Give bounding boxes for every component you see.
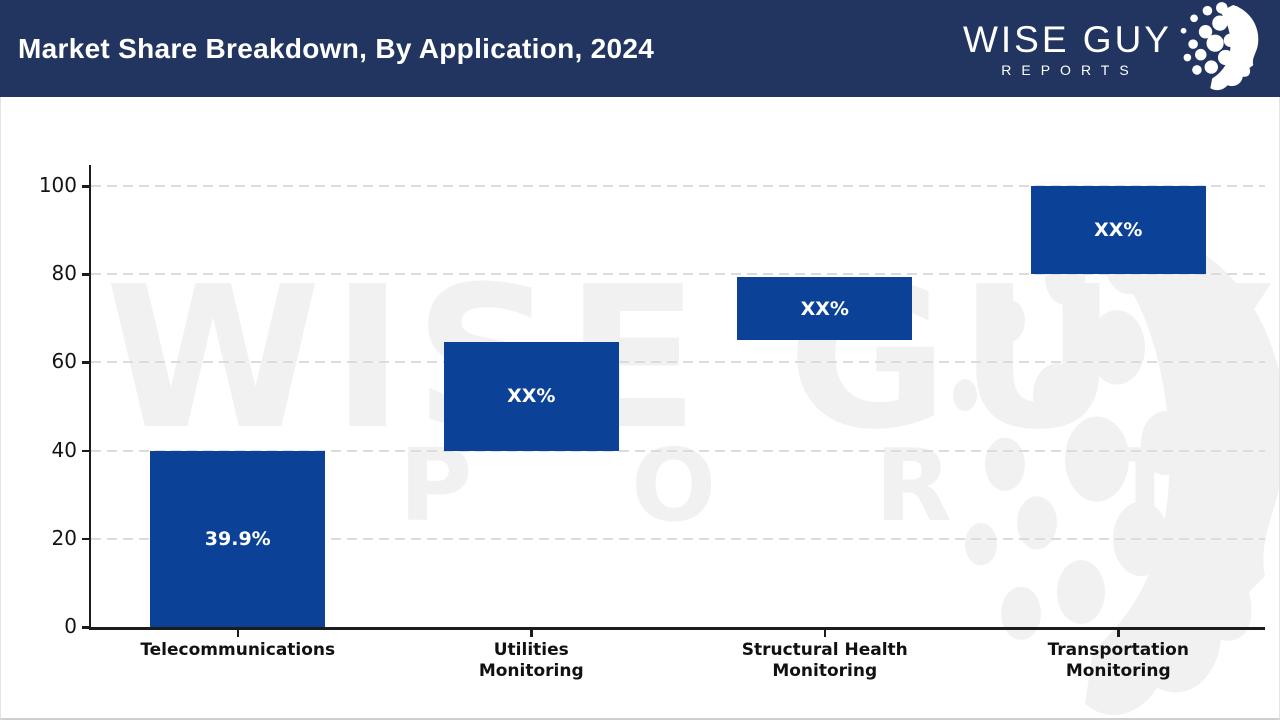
gridline-y-60: [91, 361, 1265, 364]
gridline-y-20: [91, 537, 1265, 540]
y-axis-tick: [82, 449, 89, 453]
page-title: Market Share Breakdown, By Application, …: [18, 32, 655, 64]
x-axis-category-label-line: Transportation: [1047, 640, 1189, 660]
y-axis-tick-label: 40: [51, 437, 77, 462]
x-axis-tick: [530, 630, 533, 637]
x-axis-category-label-line: Monitoring: [772, 661, 878, 681]
x-axis-category-label-line: Telecommunications: [140, 640, 336, 660]
y-axis-tick-label: 60: [51, 349, 77, 374]
y-axis-tick-label: 0: [64, 613, 77, 638]
chart-canvas: WISE GUY P O R T S 02040608010039.9%Tele…: [0, 97, 1280, 720]
gridline-y-100: [91, 185, 1265, 187]
bar-value-label: XX%: [800, 297, 849, 320]
x-axis-category-label: Transportation Monitoring: [988, 640, 1248, 682]
bar-value-label: 39.9%: [204, 528, 271, 551]
bar-value-label: XX%: [1094, 219, 1143, 242]
plot-area: 0 20 40 60 80 100 39.9% Telecommunications XX% Ut…: [39, 165, 1265, 681]
x-axis-tick: [823, 630, 827, 637]
logo-text: WISE GUY REPORTS: [963, 21, 1172, 77]
x-axis-tick: [1117, 630, 1120, 637]
bar-segment: [737, 276, 913, 341]
gridline-y-40: [91, 449, 1265, 452]
logo-wordmark: WISE GUY: [962, 18, 1172, 60]
x-axis-category-label: Utilities Monitoring: [401, 640, 661, 682]
x-axis-category-label-line: Utilities: [493, 640, 569, 660]
watermark-dotted-head-icon: [933, 225, 1279, 718]
x-axis-category-label: Structural Health Monitoring: [695, 640, 955, 682]
y-axis-tick: [82, 185, 89, 188]
y-axis-tick: [82, 626, 89, 629]
y-axis-tick: [82, 537, 89, 541]
bar-segment: [150, 451, 326, 627]
x-axis-category-label-line: Structural Health: [741, 640, 908, 660]
dotted-head-icon: [1174, 1, 1260, 96]
bar-segment: [1030, 186, 1206, 275]
wise-guy-logo: WISE GUY REPORTS: [963, 1, 1260, 96]
x-axis-category-label: Telecommunications: [108, 640, 368, 661]
x-axis-category-label-line: Monitoring: [478, 661, 584, 681]
bar-value-label: XX%: [507, 385, 556, 408]
logo-subtitle: REPORTS: [1001, 61, 1139, 78]
gridline-y-80: [91, 273, 1265, 276]
y-axis-tick-label: 20: [51, 525, 77, 550]
header-banner: Market Share Breakdown, By Application, …: [0, 0, 1280, 97]
x-axis-tick: [236, 630, 240, 637]
x-axis-category-label-line: Monitoring: [1065, 661, 1171, 681]
y-axis-tick: [82, 273, 89, 276]
y-axis-tick-label: 80: [51, 260, 77, 285]
bar-segment: [443, 342, 619, 451]
y-axis-tick: [82, 361, 89, 364]
y-axis-tick-label: 100: [38, 172, 77, 197]
